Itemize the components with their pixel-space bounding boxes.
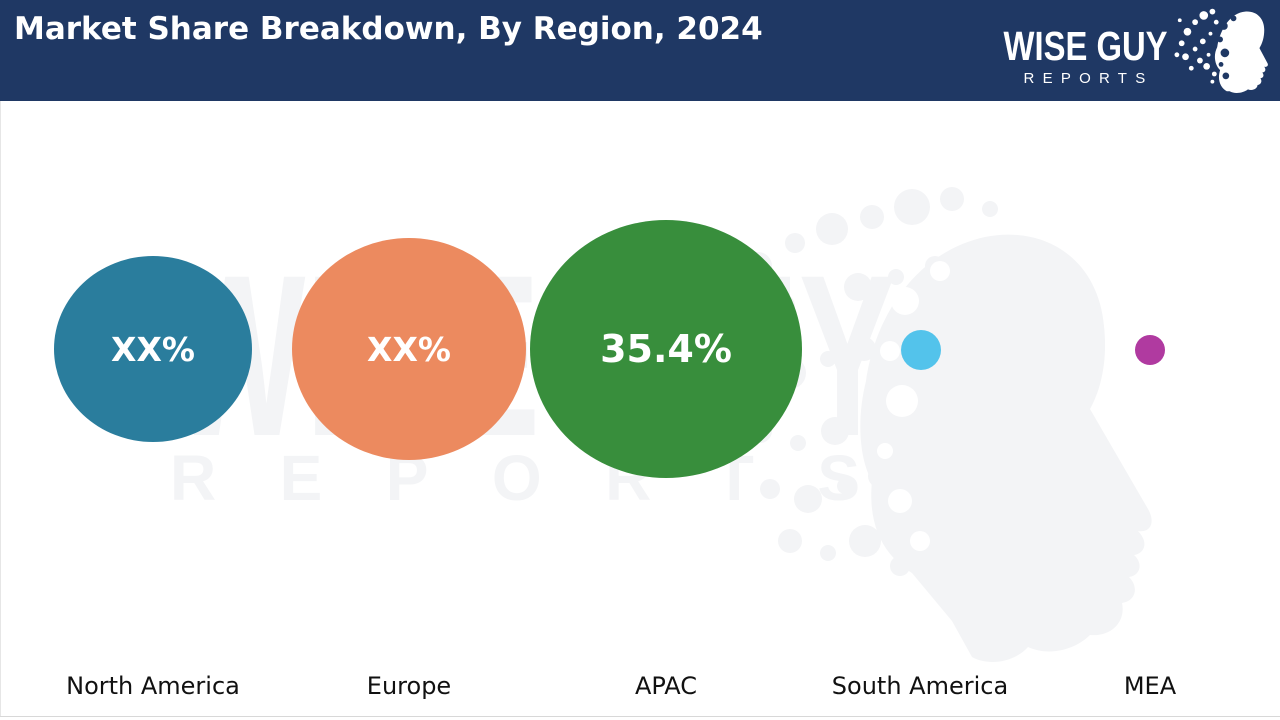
left-edge-rule [0,101,1,716]
bubble-south-america [901,330,941,370]
bubble-value-label: 35.4% [600,327,732,371]
category-label-mea: MEA [1123,672,1177,700]
head-profile-icon [1174,8,1268,93]
bottom-edge-rule [0,716,1280,717]
category-label-apac: APAC [634,672,698,700]
page-title: Market Share Breakdown, By Region, 2024 [14,11,763,47]
bubble-north-america: XX% [54,256,252,442]
chart-canvas: WISE GUY REPORTS XX% XX% 35.4% North Ame… [0,101,1280,720]
category-label-europe: Europe [366,672,452,700]
logo-subtitle: REPORTS [1023,70,1154,87]
header-bar: Market Share Breakdown, By Region, 2024 … [0,0,1280,101]
category-label-north-america: North America [66,672,240,700]
bubble-apac: 35.4% [530,220,802,478]
bubble-value-label: XX% [111,329,195,369]
bubble-europe: XX% [292,238,526,460]
category-label-south-america: South America [831,672,1009,700]
bubble-value-label: XX% [367,329,451,369]
bubble-mea [1135,335,1165,365]
brand-logo: WISE GUY REPORTS [983,6,1270,94]
brand-logo-text: WISE GUY REPORTS [983,23,1188,88]
logo-wordmark: WISE GUY [1003,23,1168,69]
